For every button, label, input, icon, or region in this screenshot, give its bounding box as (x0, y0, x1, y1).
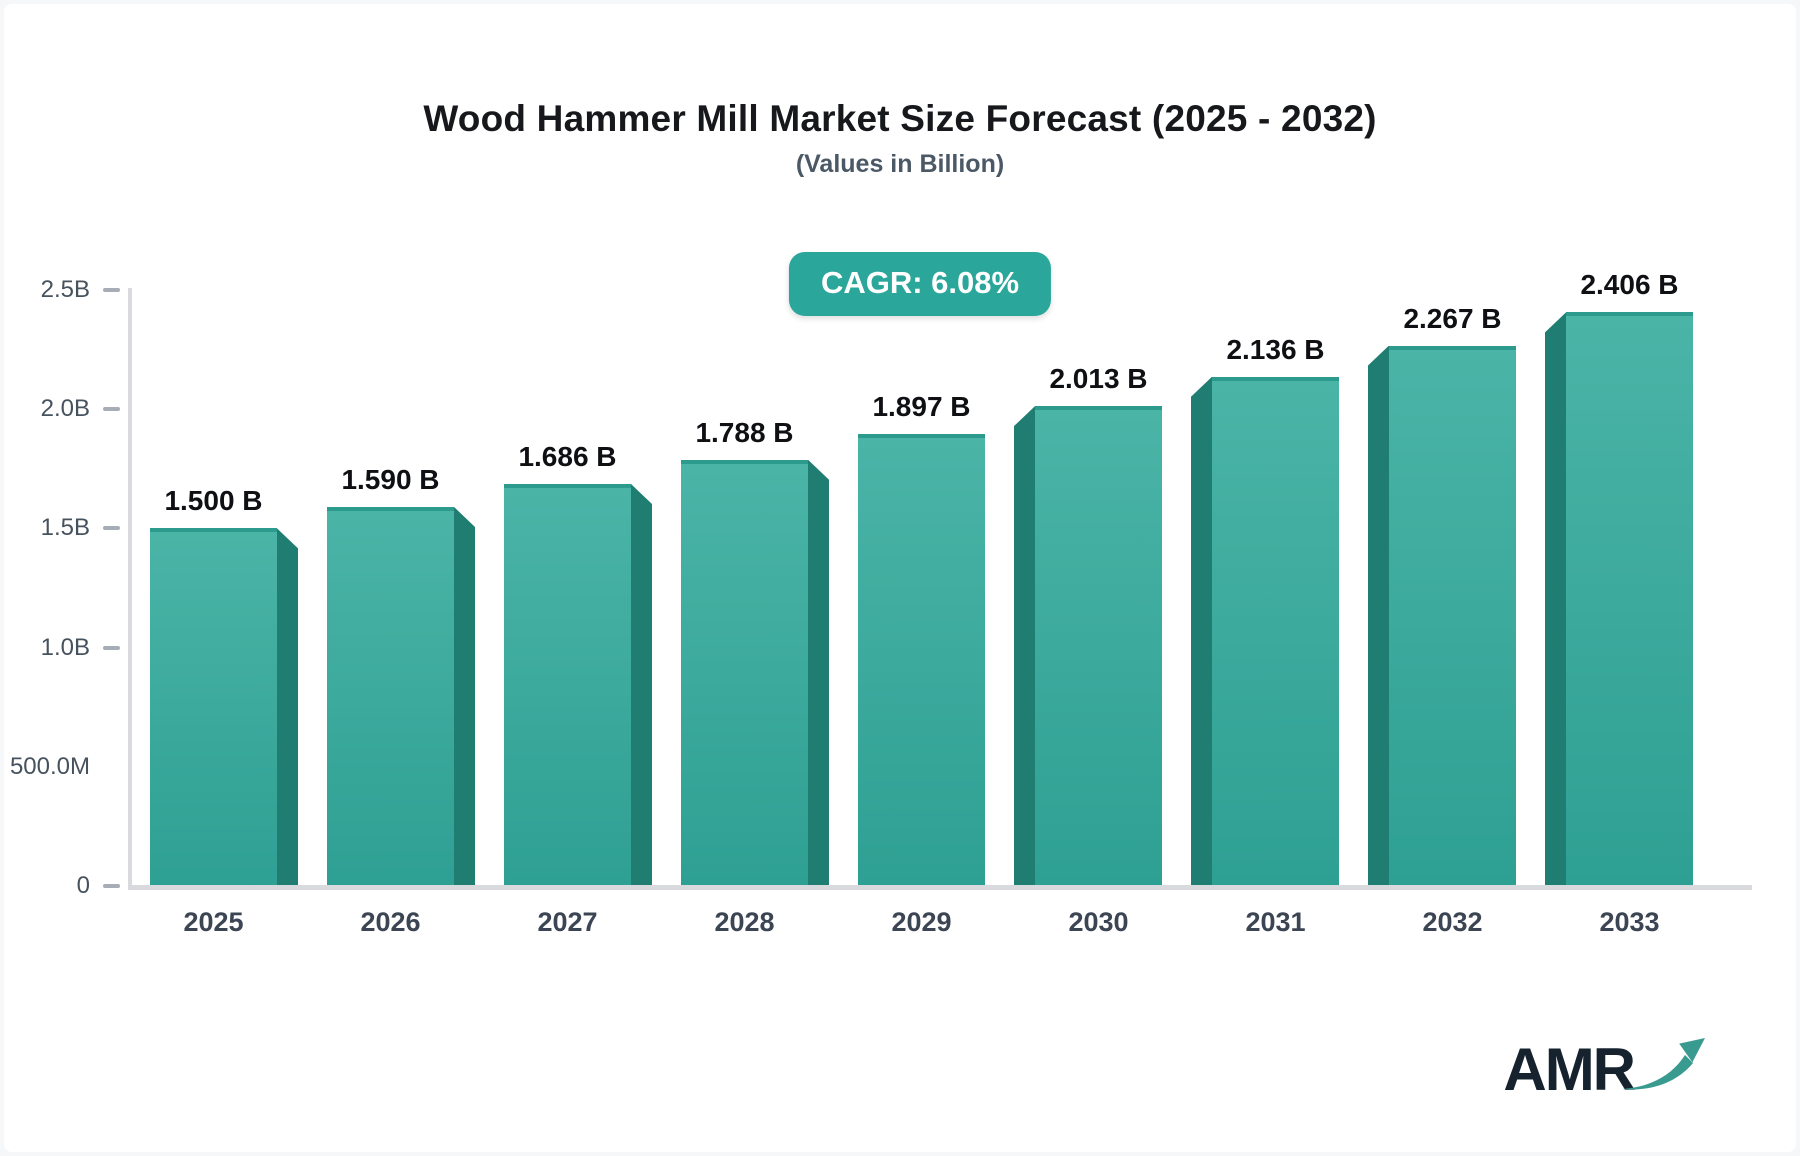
y-tick-label: 500.0M (9, 752, 90, 780)
growth-arrow-icon (1622, 1037, 1705, 1089)
y-tick-label: 0 (76, 872, 90, 899)
bar-2026 (327, 506, 454, 886)
bar-value-label-2028: 1.788 B (695, 416, 794, 448)
bar-value-label-2031: 2.136 B (1226, 333, 1325, 365)
bar-2029 (858, 433, 985, 886)
y-tick-mark (103, 407, 120, 412)
bar-side-2025 (277, 528, 298, 886)
bar-side-2030 (1014, 406, 1035, 886)
y-tick-mark (103, 884, 120, 888)
cagr-badge: CAGR: 6.08% (788, 252, 1052, 316)
y-tick-label: 1.5B (40, 514, 90, 542)
x-tick-label-2031: 2031 (1245, 907, 1306, 937)
bar-value-label-2030: 2.013 B (1049, 363, 1148, 395)
y-tick-label: 1.0B (40, 633, 90, 661)
x-tick-label-2026: 2026 (360, 907, 421, 937)
bar-side-2027 (631, 484, 652, 886)
bar-2030 (1035, 406, 1162, 886)
bar-value-label-2029: 1.897 B (872, 390, 971, 422)
bar-value-label-2033: 2.406 B (1580, 269, 1679, 301)
chart-title: Wood Hammer Mill Market Size Forecast (2… (423, 98, 1377, 139)
y-tick-label: 2.0B (40, 395, 90, 423)
bar-2033 (1566, 312, 1693, 886)
y-axis-line (128, 288, 132, 890)
bar-2028 (681, 459, 808, 886)
x-tick-label-2032: 2032 (1422, 907, 1483, 937)
bar-2032 (1389, 345, 1516, 886)
bar-2025 (150, 528, 277, 886)
bar-2031 (1212, 376, 1339, 886)
amr-logo: AMR (1503, 1035, 1708, 1104)
x-axis-line (128, 885, 1752, 890)
amr-logo-text: AMR (1503, 1036, 1636, 1103)
bar-side-2033 (1545, 312, 1566, 886)
x-tick-label-2028: 2028 (714, 907, 775, 937)
y-tick-label: 2.5B (40, 276, 90, 303)
bar-2027 (504, 484, 631, 886)
chart-subtitle: (Values in Billion) (795, 150, 1005, 178)
bar-value-label-2025: 1.500 B (164, 485, 263, 517)
x-tick-label-2025: 2025 (183, 907, 244, 937)
bar-side-2032 (1368, 345, 1389, 886)
x-tick-label-2029: 2029 (891, 907, 952, 937)
bar-side-2028 (808, 459, 829, 886)
x-tick-label-2027: 2027 (537, 907, 598, 937)
y-tick-mark (103, 288, 120, 292)
y-tick-mark (103, 645, 120, 650)
bar-side-2031 (1191, 376, 1212, 886)
x-tick-label-2033: 2033 (1599, 907, 1660, 937)
bar-value-label-2026: 1.590 B (341, 463, 440, 495)
bar-value-label-2027: 1.686 B (518, 441, 617, 473)
bar-side-2026 (454, 506, 475, 886)
y-tick-mark (103, 526, 120, 531)
x-tick-label-2030: 2030 (1068, 907, 1129, 937)
bar-value-label-2032: 2.267 B (1403, 302, 1502, 334)
